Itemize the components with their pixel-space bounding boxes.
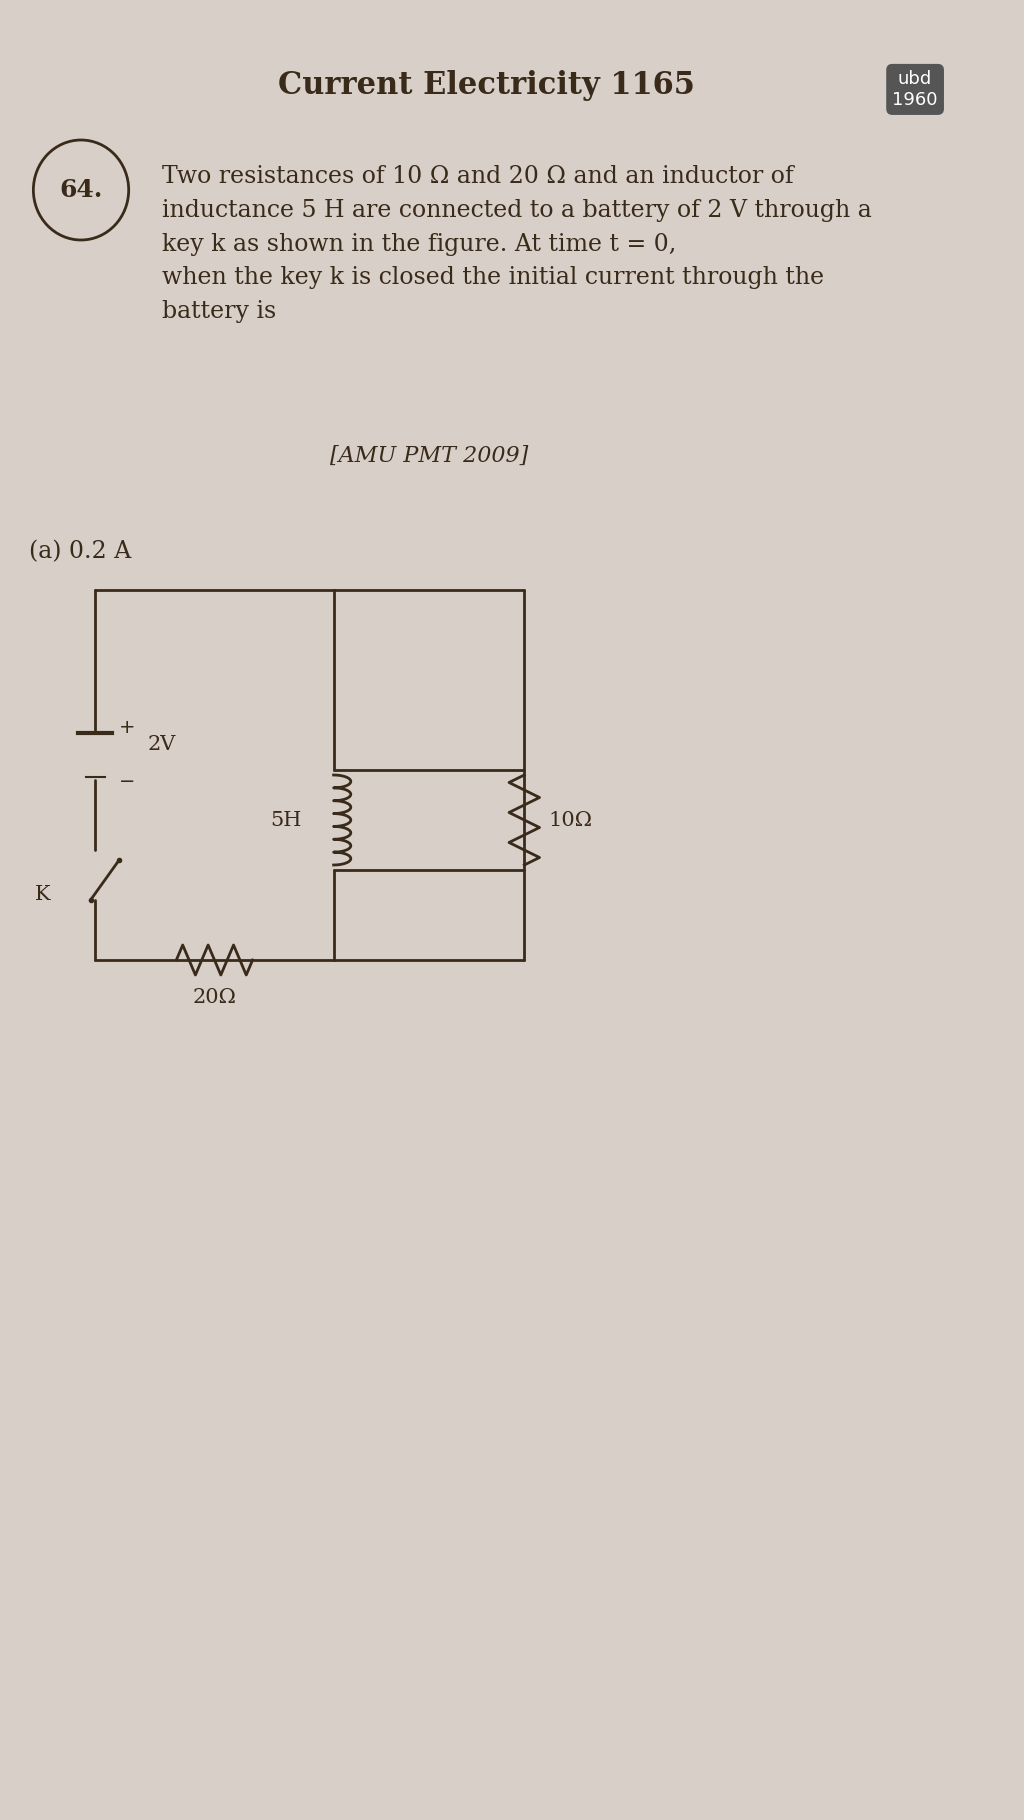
Text: K: K xyxy=(35,886,50,905)
Text: 2V: 2V xyxy=(147,735,176,755)
Text: (a) 0.2 A: (a) 0.2 A xyxy=(29,541,131,562)
Text: −: − xyxy=(119,772,135,792)
Text: Two resistances of 10 Ω and 20 Ω and an inductor of
inductance 5 H are connected: Two resistances of 10 Ω and 20 Ω and an … xyxy=(162,166,871,324)
Text: ubd
1960: ubd 1960 xyxy=(892,69,938,109)
Text: [AMU PMT 2009]: [AMU PMT 2009] xyxy=(330,446,528,468)
Text: 5H: 5H xyxy=(270,810,302,830)
Text: 20Ω: 20Ω xyxy=(193,988,237,1006)
Text: +: + xyxy=(119,719,135,737)
Text: Current Electricity 1165: Current Electricity 1165 xyxy=(278,69,694,100)
Text: 10Ω: 10Ω xyxy=(548,810,592,830)
Text: 64.: 64. xyxy=(59,178,102,202)
